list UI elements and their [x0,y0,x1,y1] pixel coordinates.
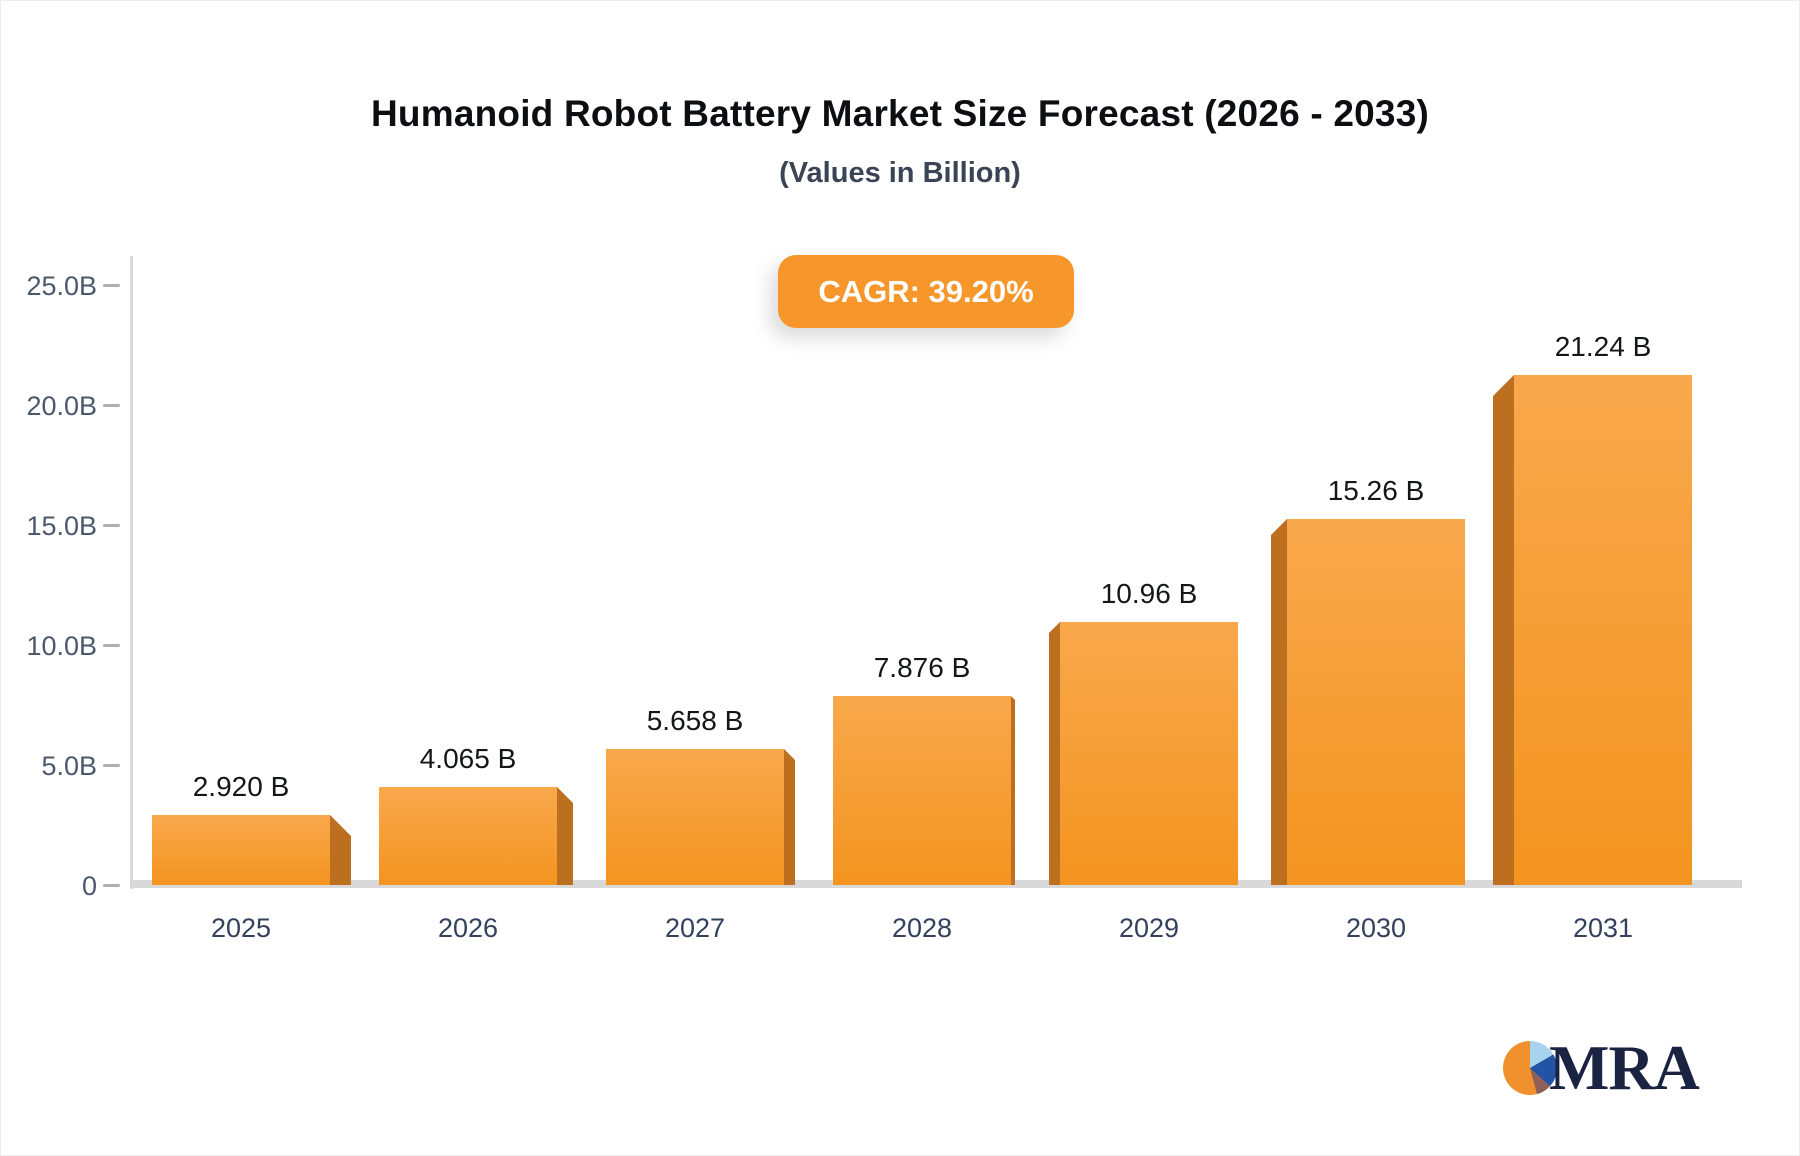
y-axis-tick-dash [103,404,120,407]
x-axis-label: 2026 [437,913,499,943]
y-axis-tick-label: 0 [81,871,97,901]
y-axis-tick-label: 15.0B [26,511,97,541]
bar [833,696,1011,885]
bar [1287,519,1465,885]
x-axis-label: 2028 [891,913,953,943]
y-axis-tick-label: 25.0B [26,271,97,301]
page-title: Humanoid Robot Battery Market Size Forec… [371,93,1429,134]
bar [1514,375,1692,885]
y-axis-tick-label: 5.0B [41,751,97,781]
bar [606,749,784,885]
bar-side-face [557,787,573,885]
bar [1060,622,1238,885]
bar-value-label: 10.96 B [1100,578,1198,609]
x-axis-label: 2030 [1345,913,1407,943]
y-axis-tick-label: 20.0B [26,391,97,421]
bar-value-label: 5.658 B [646,705,744,736]
y-axis-tick-dash [103,644,120,647]
bar-value-label: 7.876 B [873,652,971,683]
bar-value-label: 15.26 B [1327,475,1425,506]
brand-logo: MRA [1503,1032,1700,1103]
x-axis-label: 2025 [210,913,272,943]
bar-side-face [1049,622,1060,885]
bar-value-label: 4.065 B [419,743,517,774]
pie-chart-icon [1503,1041,1557,1095]
y-axis-line [130,256,133,889]
bar-side-face [330,815,351,885]
bar-side-face [784,749,795,885]
bar [379,787,557,885]
y-axis-tick-dash [103,284,120,287]
x-axis-label: 2029 [1118,913,1180,943]
x-axis-label: 2027 [664,913,726,943]
bar-value-label: 21.24 B [1554,331,1652,362]
x-axis-label: 2031 [1572,913,1634,943]
bar-side-face [1011,696,1015,885]
bar-value-label: 2.920 B [192,771,290,802]
cagr-badge: CAGR: 39.20% [778,255,1074,328]
y-axis-tick-dash [103,884,120,887]
bar [152,815,330,885]
y-axis-tick-dash [103,524,120,527]
page-subtitle: (Values in Billion) [779,157,1021,189]
y-axis-tick-dash [103,764,120,767]
bar-side-face [1493,375,1514,885]
bar-side-face [1271,519,1287,885]
brand-text: MRA [1549,1032,1700,1103]
y-axis-tick-label: 10.0B [26,631,97,661]
